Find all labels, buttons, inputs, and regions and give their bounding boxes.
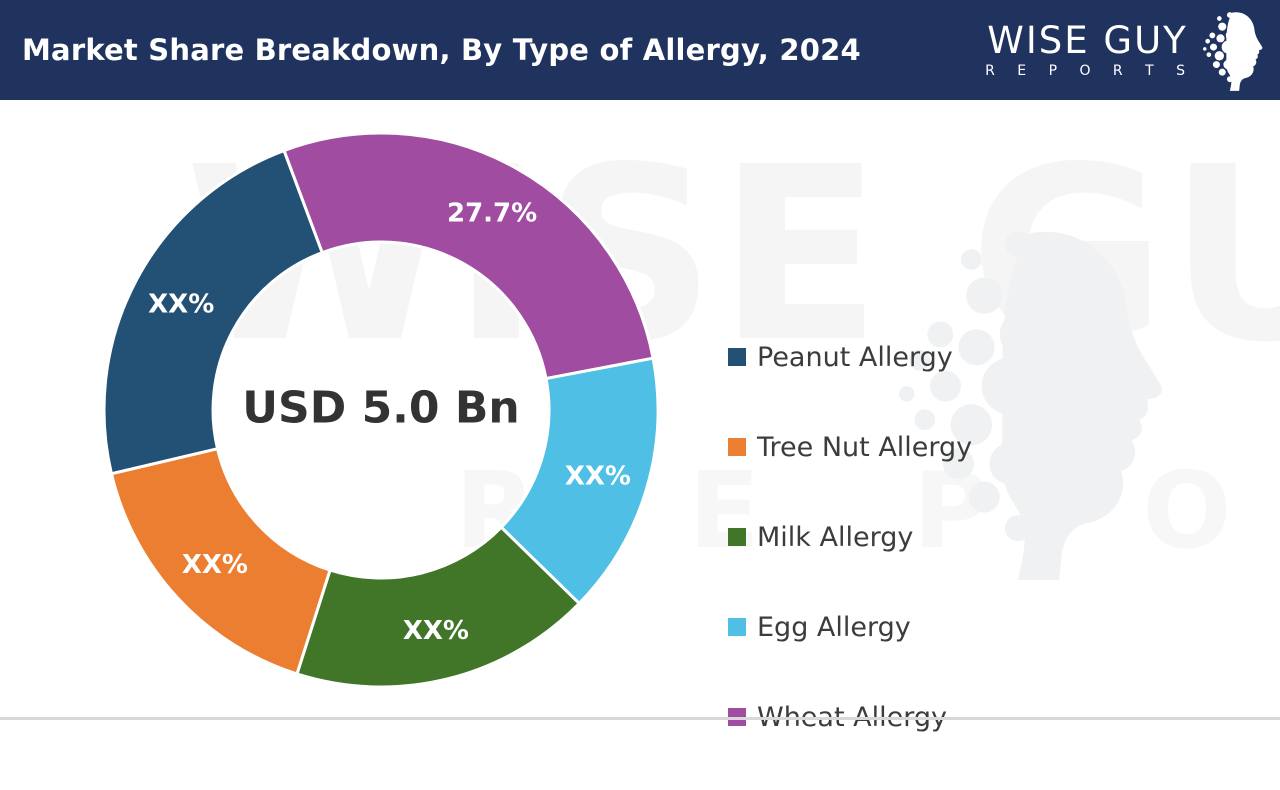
legend-label: Peanut Allergy bbox=[757, 341, 953, 373]
footer-divider bbox=[0, 717, 1280, 720]
logo-wordmark: WISE GUY bbox=[987, 19, 1188, 62]
legend-swatch-tree-nut bbox=[728, 438, 746, 456]
slice-label-egg-allergy: XX% bbox=[565, 461, 631, 491]
legend-label: Tree Nut Allergy bbox=[757, 431, 973, 463]
page-title: Market Share Breakdown, By Type of Aller… bbox=[22, 33, 861, 67]
legend-swatch-peanut bbox=[728, 348, 746, 366]
donut-slice-peanut-allergy bbox=[102, 149, 324, 476]
donut-slice-egg-allergy bbox=[499, 356, 660, 605]
donut-slice-milk-allergy bbox=[295, 525, 581, 689]
legend-label: Egg Allergy bbox=[757, 611, 911, 643]
center-value: USD 5.0 Bn bbox=[242, 382, 520, 434]
slice-label-milk-allergy: XX% bbox=[403, 616, 469, 646]
slice-label-tree-nut-allergy: XX% bbox=[182, 550, 248, 580]
slice-label-wheat-allergy: 27.7% bbox=[447, 199, 537, 229]
legend-swatch-milk bbox=[728, 528, 746, 546]
legend: Peanut Allergy Tree Nut Allergy Milk All… bbox=[728, 340, 972, 790]
legend-item-milk: Milk Allergy bbox=[728, 520, 972, 554]
legend-label: Milk Allergy bbox=[757, 521, 914, 553]
logo: WISE GUY R E P O R T S bbox=[981, 6, 1266, 94]
logo-sub: R E P O R T S bbox=[985, 63, 1194, 79]
legend-item-egg: Egg Allergy bbox=[728, 610, 972, 644]
legend-swatch-egg bbox=[728, 618, 746, 636]
logo-face-icon bbox=[1203, 12, 1263, 91]
logo-text: WISE GUY R E P O R T S bbox=[981, 22, 1194, 78]
donut-chart: 27.7% XX% XX% XX% XX% bbox=[102, 131, 660, 689]
donut-slice-wheat-allergy bbox=[282, 131, 655, 381]
chart-area: WISE GU R E P O R T S 27.7%XX%XX%XX%XX% … bbox=[0, 100, 1280, 733]
legend-item-peanut: Peanut Allergy bbox=[728, 340, 972, 374]
legend-item-tree-nut: Tree Nut Allergy bbox=[728, 430, 972, 464]
header: Market Share Breakdown, By Type of Aller… bbox=[0, 0, 1280, 100]
slice-label-peanut-allergy: XX% bbox=[148, 289, 214, 319]
